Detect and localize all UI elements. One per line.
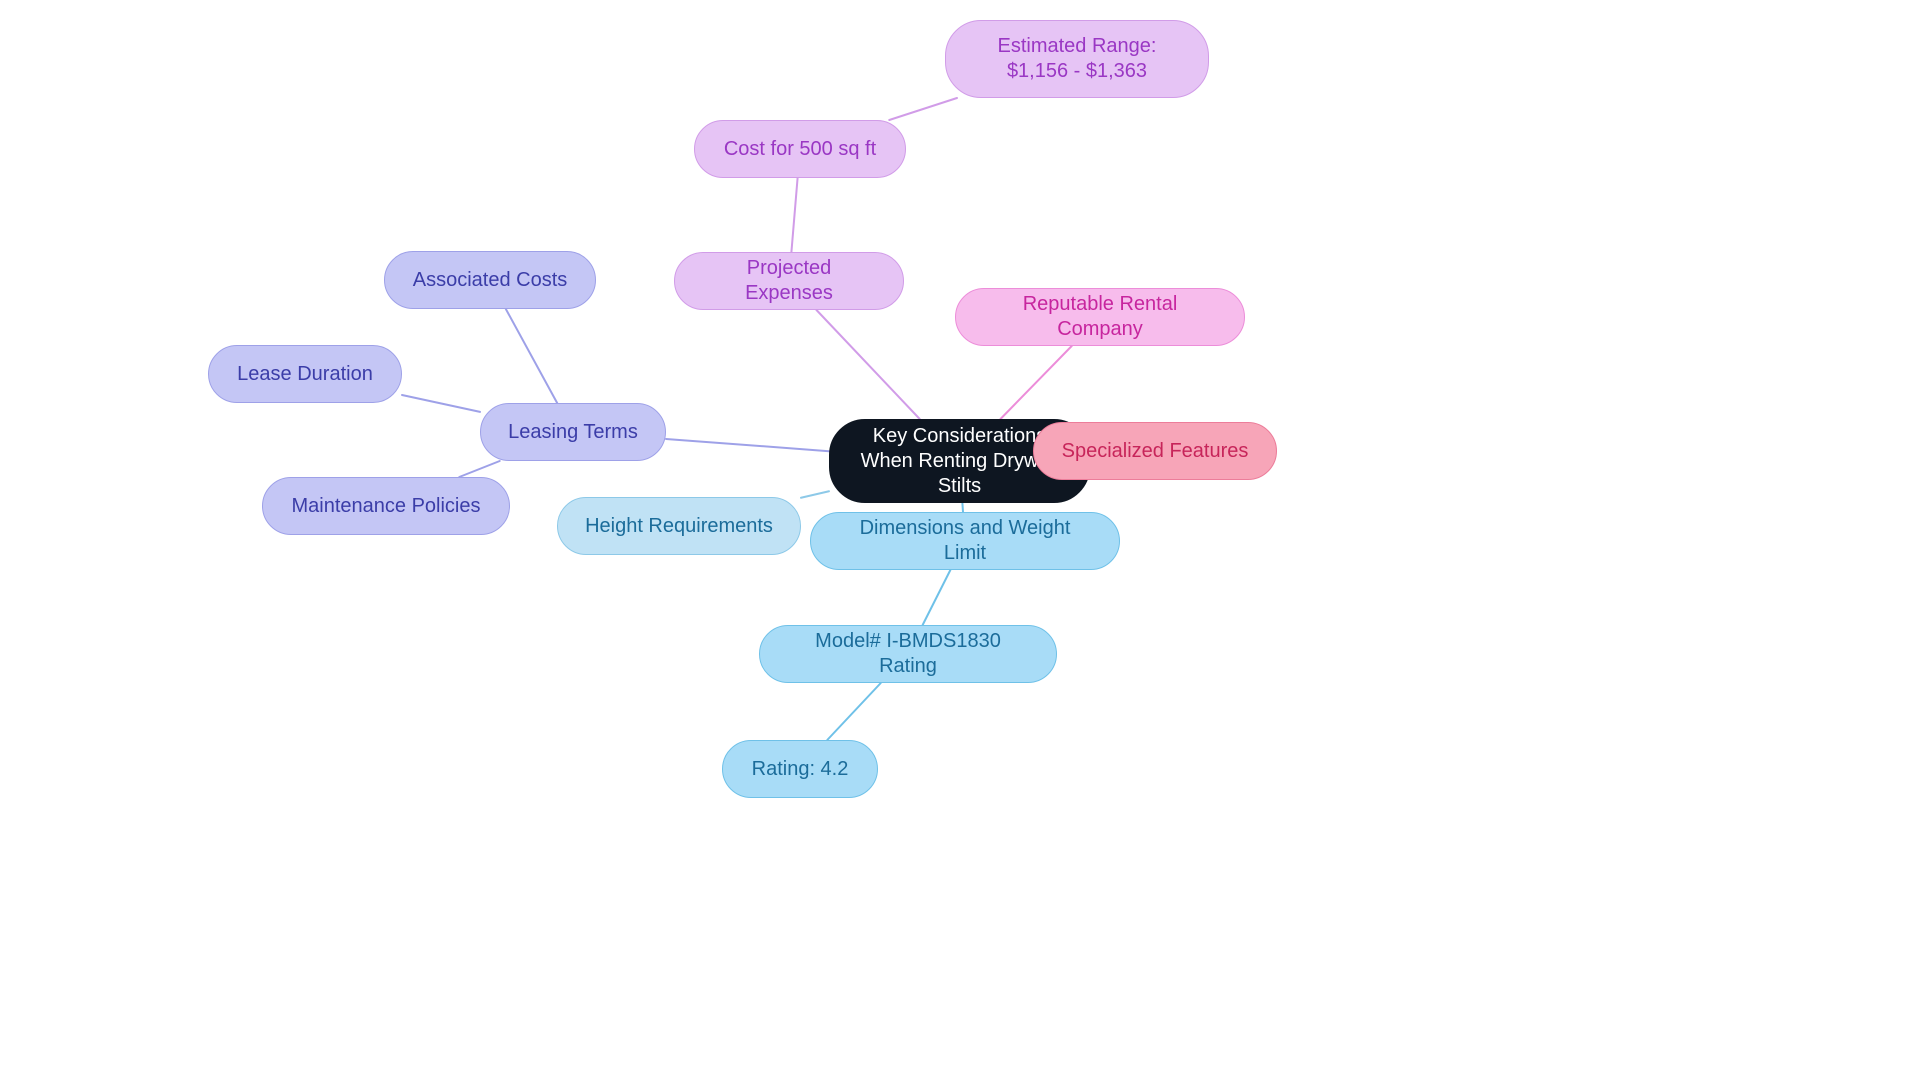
node-dimensions-weight: Dimensions and Weight Limit bbox=[810, 512, 1120, 570]
node-leasing-terms: Leasing Terms bbox=[480, 403, 666, 461]
node-cost-500-sqft: Cost for 500 sq ft bbox=[694, 120, 906, 178]
node-lease-duration: Lease Duration bbox=[208, 345, 402, 403]
node-specialized-features: Specialized Features bbox=[1033, 422, 1277, 480]
node-model-rating: Model# I-BMDS1830 Rating bbox=[759, 625, 1057, 683]
node-maintenance-policies: Maintenance Policies bbox=[262, 477, 510, 535]
node-reputable-company: Reputable Rental Company bbox=[955, 288, 1245, 346]
node-projected-expenses: Projected Expenses bbox=[674, 252, 904, 310]
mindmap-canvas: Key Considerations When Renting Drywall … bbox=[0, 0, 1920, 1083]
node-estimated-range: Estimated Range: $1,156 - $1,363 bbox=[945, 20, 1209, 98]
node-associated-costs: Associated Costs bbox=[384, 251, 596, 309]
node-height-requirements: Height Requirements bbox=[557, 497, 801, 555]
node-rating-value: Rating: 4.2 bbox=[722, 740, 878, 798]
